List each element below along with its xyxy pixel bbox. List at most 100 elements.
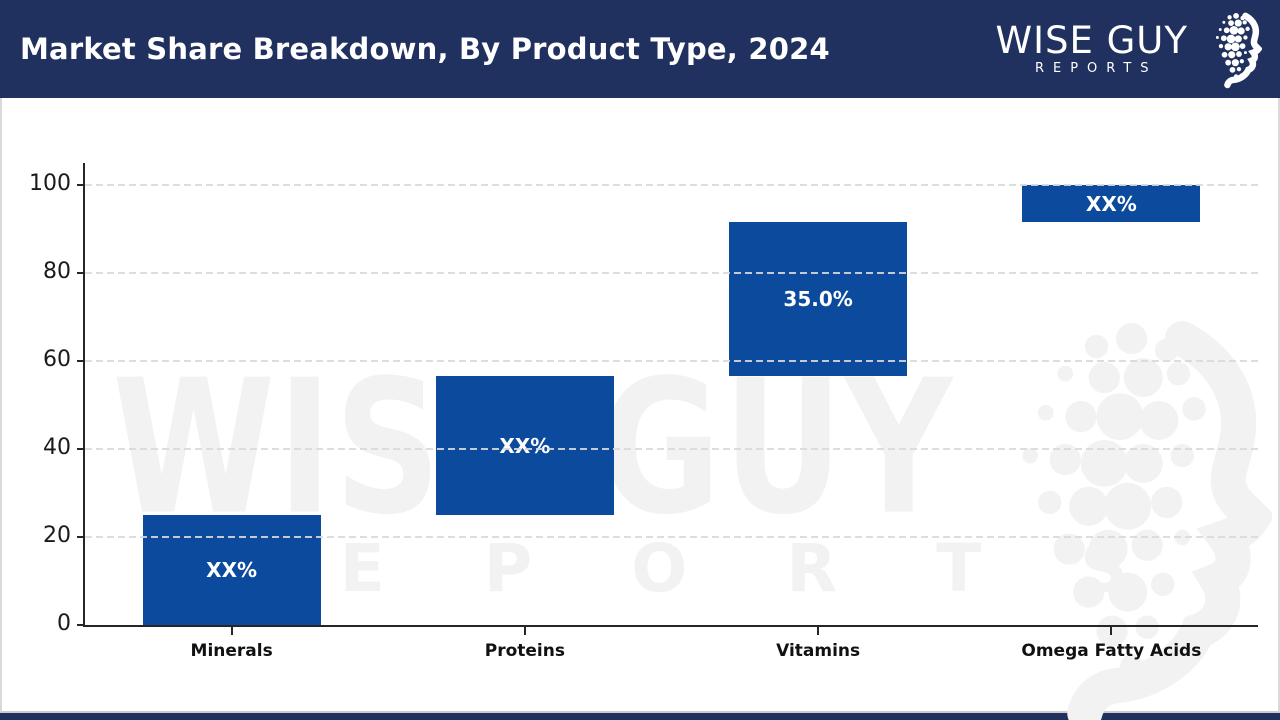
head-dot <box>1080 440 1128 487</box>
head-dot <box>1096 393 1144 440</box>
head-dot <box>1245 26 1250 31</box>
head-dot <box>1227 15 1232 20</box>
head-dot <box>1084 334 1109 359</box>
bar-minerals: XX% <box>142 515 321 625</box>
bar-value-label: 35.0% <box>783 287 853 312</box>
x-label-omega-fatty-acids: Omega Fatty Acids <box>1021 641 1202 661</box>
head-dot <box>1049 443 1081 476</box>
bar-value-label: XX% <box>206 558 258 582</box>
head-dot <box>1065 401 1097 433</box>
bar-vitamins: 35.0% <box>729 222 908 377</box>
head-dot <box>1228 20 1234 26</box>
head-dot <box>1229 67 1236 73</box>
head-dot <box>1231 42 1240 52</box>
head-dot <box>1242 20 1247 25</box>
y-tick-100 <box>77 184 85 186</box>
bar-value-label: XX% <box>1085 191 1137 216</box>
x-tick-2 <box>523 627 526 635</box>
head-dot <box>1057 365 1074 382</box>
head-dot <box>1151 572 1175 596</box>
head-dot <box>1225 59 1232 66</box>
head-dot <box>1022 447 1038 464</box>
head-dot <box>1088 529 1128 569</box>
gridline-60 <box>85 360 1258 362</box>
head-dot <box>1222 20 1226 24</box>
head-dot <box>1038 490 1062 515</box>
chart-area: WISE GUY R E P O R T S XX%XX%35.0%XX%020… <box>0 98 1280 720</box>
page-title: Market Share Breakdown, By Product Type,… <box>20 32 830 66</box>
head-dot <box>1231 59 1239 67</box>
head-dot <box>1215 36 1219 39</box>
head-dot <box>1131 529 1163 561</box>
bar-omega-fatty-acids: XX% <box>1022 185 1201 223</box>
head-dot <box>1237 27 1245 35</box>
face-profile <box>1067 321 1272 720</box>
y-tick-20 <box>77 536 85 538</box>
head-dot <box>1151 486 1183 518</box>
y-tick-label-20: 20 <box>43 523 71 548</box>
x-tick-4 <box>1110 627 1113 635</box>
x-label-proteins: Proteins <box>484 641 565 661</box>
brand-name: WISE GUY <box>995 18 1188 62</box>
head-dot <box>1220 35 1227 42</box>
y-tick-label-60: 60 <box>43 347 71 372</box>
bar-proteins: XX% <box>435 376 614 515</box>
head-dot <box>1139 401 1179 440</box>
brand-subname: REPORTS <box>1034 61 1158 77</box>
gridline-20 <box>85 536 1258 538</box>
watermark-head-icon <box>1022 321 1272 720</box>
footer-band <box>0 713 1280 720</box>
header-band: Market Share Breakdown, By Product Type,… <box>0 0 1280 98</box>
y-axis-line <box>83 163 85 627</box>
wise-guy-head-icon <box>1215 12 1262 89</box>
x-axis-line <box>83 625 1258 627</box>
y-tick-label-0: 0 <box>57 611 71 636</box>
head-dot <box>1233 13 1239 19</box>
head-dot <box>1038 404 1054 421</box>
head-dot <box>1234 35 1242 43</box>
head-dot <box>1123 358 1163 398</box>
head-dot <box>1069 486 1109 526</box>
brand-logo-text: WISE GUY REPORTS <box>995 18 1188 77</box>
head-dot <box>1229 25 1239 35</box>
head-dot <box>1239 43 1246 49</box>
x-label-minerals: Minerals <box>190 641 273 661</box>
head-dot <box>1182 397 1206 421</box>
y-tick-80 <box>77 272 85 274</box>
head-dot <box>1108 572 1148 612</box>
gridline-100 <box>85 184 1258 186</box>
head-dot <box>1226 34 1236 44</box>
brand-logo: WISE GUY REPORTS <box>996 0 1262 98</box>
head-dot <box>1166 362 1191 386</box>
y-tick-60 <box>77 360 85 362</box>
head-dot <box>1116 323 1148 355</box>
head-dot <box>1239 59 1244 64</box>
bar-value-label: XX% <box>499 433 551 458</box>
y-tick-0 <box>77 624 85 626</box>
head-dot <box>1236 67 1242 72</box>
head-dot <box>1236 51 1242 57</box>
x-tick-3 <box>817 627 820 635</box>
head-dot <box>1123 443 1163 483</box>
head-dot <box>1223 27 1230 34</box>
head-dot <box>1104 482 1152 530</box>
y-tick-label-100: 100 <box>29 171 71 196</box>
gridline-40 <box>85 448 1258 450</box>
head-dot <box>1234 19 1242 27</box>
y-tick-40 <box>77 448 85 450</box>
head-dot <box>1244 51 1247 55</box>
gridline-80 <box>85 272 1258 274</box>
head-dot <box>1221 51 1228 58</box>
head-dot <box>1073 576 1105 608</box>
head-dot <box>1218 28 1222 31</box>
head-dot <box>1053 533 1085 565</box>
head-dot <box>1218 43 1224 49</box>
head-dot <box>1243 35 1248 40</box>
head-dot <box>1224 43 1232 51</box>
y-tick-label-40: 40 <box>43 435 71 460</box>
head-dot <box>1135 615 1159 639</box>
head-dot <box>1228 51 1236 59</box>
head-dot <box>1088 362 1120 394</box>
y-tick-label-80: 80 <box>43 259 71 284</box>
